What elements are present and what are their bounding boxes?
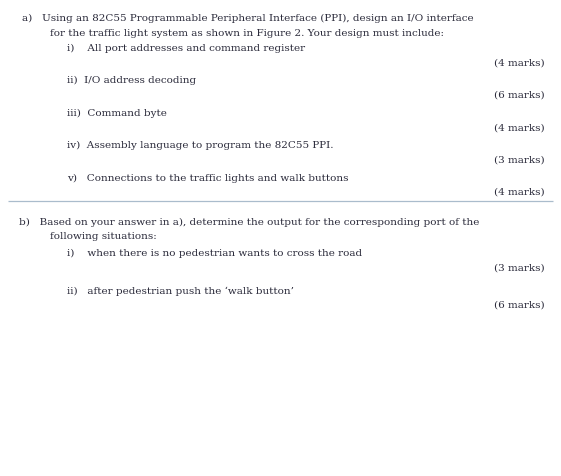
Text: (3 marks): (3 marks) xyxy=(494,263,544,272)
Text: (6 marks): (6 marks) xyxy=(494,300,544,309)
Text: i)    All port addresses and command register: i) All port addresses and command regist… xyxy=(67,44,305,53)
Text: (6 marks): (6 marks) xyxy=(494,90,544,99)
Text: a)   Using an 82C55 Programmable Peripheral Interface (PPI), design an I/O inter: a) Using an 82C55 Programmable Periphera… xyxy=(22,14,474,23)
Text: ii)  I/O address decoding: ii) I/O address decoding xyxy=(67,76,196,85)
Text: v)   Connections to the traffic lights and walk buttons: v) Connections to the traffic lights and… xyxy=(67,173,349,182)
Text: i)    when there is no pedestrian wants to cross the road: i) when there is no pedestrian wants to … xyxy=(67,248,362,258)
Text: ii)   after pedestrian push the ‘walk button’: ii) after pedestrian push the ‘walk butt… xyxy=(67,286,295,295)
Text: b)   Based on your answer in a), determine the output for the corresponding port: b) Based on your answer in a), determine… xyxy=(19,218,479,227)
Text: (4 marks): (4 marks) xyxy=(494,123,544,132)
Text: (3 marks): (3 marks) xyxy=(494,155,544,164)
Text: iv)  Assembly language to program the 82C55 PPI.: iv) Assembly language to program the 82C… xyxy=(67,141,334,150)
Text: following situations:: following situations: xyxy=(50,232,157,241)
Text: (4 marks): (4 marks) xyxy=(494,188,544,197)
Text: (4 marks): (4 marks) xyxy=(494,58,544,67)
Text: for the traffic light system as shown in Figure 2. Your design must include:: for the traffic light system as shown in… xyxy=(50,29,444,38)
Text: iii)  Command byte: iii) Command byte xyxy=(67,109,167,118)
